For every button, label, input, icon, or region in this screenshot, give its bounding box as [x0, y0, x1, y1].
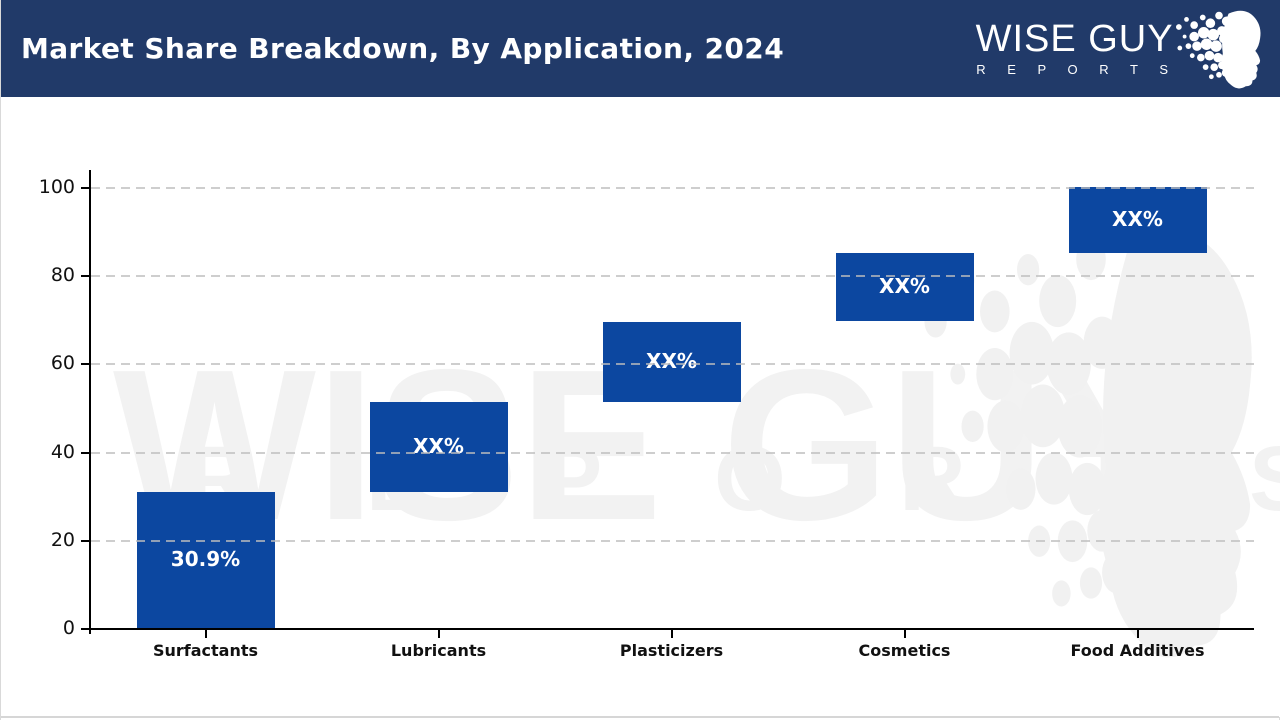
brand-name: WISE GUY — [975, 18, 1174, 60]
bar-plasticizers: XX% — [602, 321, 741, 403]
chart-area: WISE GUY R E P O R T S 0 20 40 60 80 100 30.9%… — [1, 97, 1280, 717]
y-tick-label: 80 — [50, 264, 75, 287]
x-tick-mark — [670, 630, 673, 638]
bar-value-label-lubricants: XX% — [413, 433, 464, 458]
y-tick-mark — [81, 363, 89, 366]
x-category-label-surfactants: Surfactants — [152, 641, 259, 660]
y-tick-label: 100 — [38, 176, 75, 198]
x-tick-mark — [437, 630, 440, 638]
x-category-label-cosmetics: Cosmetics — [858, 641, 951, 660]
header-bar: Market Share Breakdown, By Application, … — [1, 0, 1280, 97]
bar-value-label-food-additives: XX% — [1112, 207, 1163, 232]
page-title: Market Share Breakdown, By Application, … — [21, 32, 785, 65]
y-tick-mark — [81, 451, 89, 454]
bar-surfactants: 30.9% — [136, 491, 275, 628]
x-tick-mark — [204, 630, 207, 638]
x-category-label-plasticizers: Plasticizers — [619, 641, 724, 660]
y-tick-mark — [81, 187, 89, 189]
x-category-label-food-additives: Food Additives — [1070, 641, 1205, 660]
x-tick-mark — [903, 630, 906, 638]
bar-cosmetics: XX% — [835, 253, 974, 322]
bar-value-label-plasticizers: XX% — [646, 348, 697, 373]
x-tick-mark — [1136, 630, 1139, 638]
brand-logo-text: WISE GUY R E P O R T S — [972, 20, 1177, 77]
y-tick-label: 40 — [50, 440, 75, 463]
y-tick-mark — [81, 275, 89, 278]
y-tick-label: 20 — [50, 528, 75, 551]
y-tick-mark — [81, 539, 89, 542]
gridline-y40 — [91, 451, 1254, 454]
gridline-y100 — [91, 187, 1254, 189]
x-axis-line — [81, 628, 1254, 630]
bar-value-label-cosmetics: XX% — [879, 274, 930, 299]
bar-value-label-surfactants: 30.9% — [170, 546, 241, 571]
gridline-y60 — [91, 363, 1254, 366]
y-tick-mark — [81, 628, 89, 630]
bar-lubricants: XX% — [369, 402, 508, 492]
bar-food-additives: XX% — [1068, 187, 1207, 254]
bottom-border-line — [1, 716, 1279, 718]
brand-subname: R E P O R T S — [976, 62, 1177, 77]
y-axis-line — [89, 170, 91, 634]
gridline-y20 — [91, 539, 1254, 542]
y-tick-label: 60 — [50, 352, 75, 375]
gridline-y80 — [91, 275, 1254, 278]
watermark-subtext: R E P O R T S — [186, 428, 1280, 530]
brand-logo: WISE GUY R E P O R T S — [972, 6, 1267, 92]
x-category-label-lubricants: Lubricants — [390, 641, 487, 660]
dotted-face-icon — [1176, 10, 1261, 88]
y-tick-label: 0 — [62, 617, 75, 639]
